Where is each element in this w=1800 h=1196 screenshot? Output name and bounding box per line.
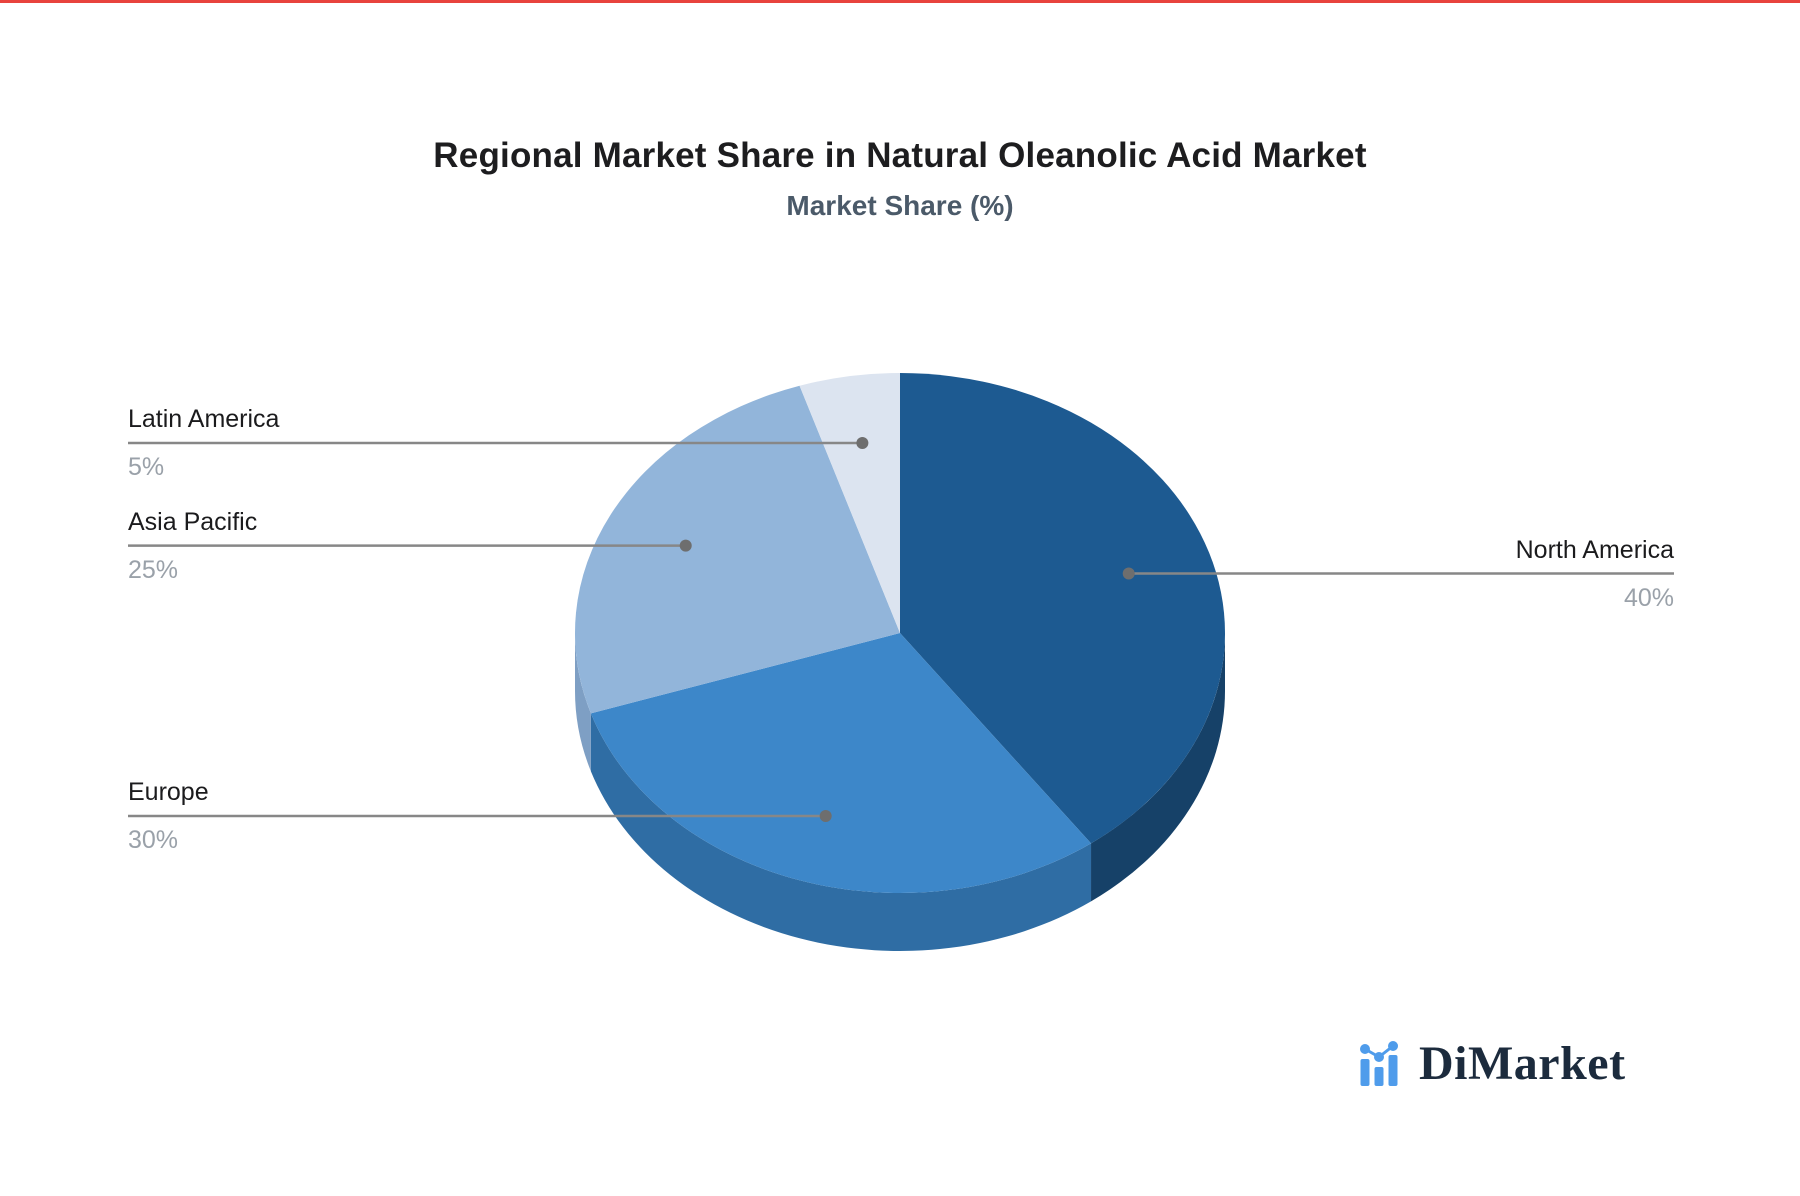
pie-value-europe: 30% (128, 825, 179, 854)
pie-slice-asia-pacific (575, 385, 900, 714)
brand-name: DiMarket (1419, 1037, 1626, 1090)
pie-label-europe: Europe (128, 777, 209, 806)
pie-slice-north-america (900, 373, 1225, 844)
chart-title: Regional Market Share in Natural Oleanol… (433, 136, 1367, 175)
top-accent-line (0, 0, 1800, 3)
brand-logo: DiMarket (1358, 1036, 1626, 1091)
leader-dot-europe (819, 809, 832, 822)
chart-subtitle: Market Share (%) (786, 190, 1014, 221)
pie-label-north-america: North America (1515, 535, 1674, 564)
pie-slice-europe (590, 633, 1092, 893)
pie-slice-side-europe (590, 713, 1092, 951)
leader-dot-north-america (1122, 567, 1135, 580)
pie-slice-latin-america (799, 373, 900, 633)
pie-value-north-america: 40% (1623, 583, 1674, 612)
leader-dot-latin-america (856, 436, 869, 449)
pie-label-asia-pacific: Asia Pacific (128, 507, 258, 536)
bar-chart-sparkline-icon (1360, 1040, 1398, 1086)
pie-value-asia-pacific: 25% (128, 555, 179, 584)
leader-dot-asia-pacific (679, 539, 692, 552)
pie-slice-side-north-america (1091, 633, 1225, 902)
pie-value-latin-america: 5% (128, 452, 165, 481)
pie-slice-side-asia-pacific (575, 633, 591, 772)
pie-label-latin-america: Latin America (128, 404, 280, 433)
